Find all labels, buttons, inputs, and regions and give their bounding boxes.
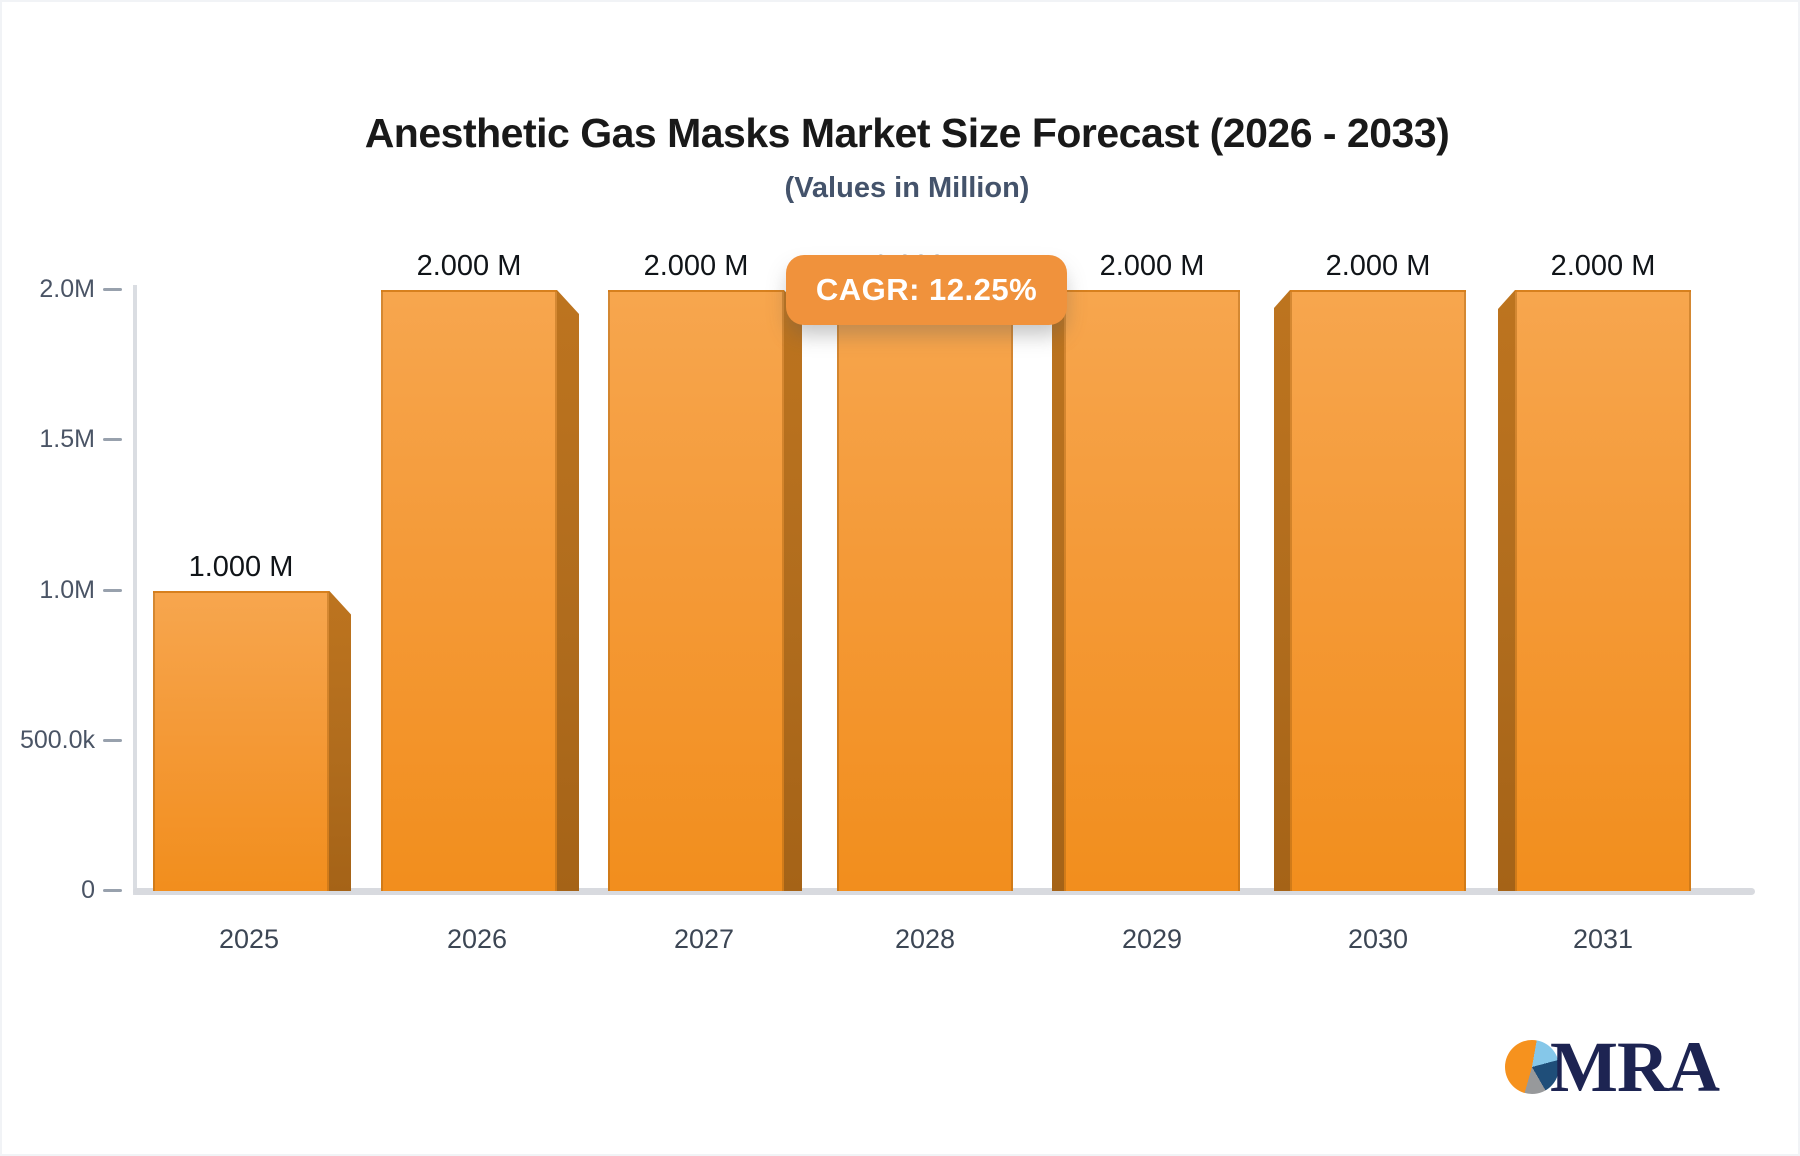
bar-value-label-2027: 2.000 M — [643, 250, 749, 282]
bar-2031 — [1515, 290, 1691, 891]
y-axis-line — [133, 285, 137, 895]
chart-subtitle: (Values in Million) — [784, 172, 1030, 204]
bar-value-label-2029: 2.000 M — [1099, 250, 1205, 282]
bar-value-label-2026: 2.000 M — [416, 250, 522, 282]
cagr-badge-label: CAGR: 12.25% — [815, 272, 1038, 307]
bar-side-face-2026 — [557, 290, 579, 891]
bar-2030 — [1290, 290, 1466, 891]
bar-value-label-2025: 1.000 M — [188, 550, 294, 583]
pie-chart-logo-icon — [1505, 1040, 1559, 1094]
x-tick-label-2027: 2027 — [673, 924, 735, 954]
bar-2027 — [608, 290, 784, 891]
y-tick-label-1.0M: 1.0M — [39, 575, 95, 604]
y-tick-label-500.0k: 500.0k — [19, 725, 95, 754]
bar-value-label-2030: 2.000 M — [1325, 250, 1431, 282]
cagr-badge: CAGR: 12.25% — [786, 255, 1067, 325]
bar-side-face-2025 — [329, 590, 351, 891]
x-tick-label-2030: 2030 — [1347, 924, 1409, 954]
bar-side-face-2029 — [1052, 290, 1064, 891]
y-tick-label-1.5M: 1.5M — [39, 425, 95, 454]
bar-2028 — [837, 290, 1013, 891]
bar-2029 — [1064, 290, 1240, 891]
x-tick-label-2028: 2028 — [894, 924, 956, 954]
bar-2026 — [381, 290, 557, 891]
bar-value-label-2031: 2.000 M — [1550, 250, 1656, 282]
x-axis-baseline — [133, 888, 1755, 895]
y-tick-mark — [103, 288, 122, 291]
y-tick-mark — [103, 588, 122, 592]
bar-side-face-2027 — [784, 290, 802, 891]
bar-side-face-2030 — [1274, 290, 1290, 891]
y-tick-mark — [103, 889, 122, 892]
y-tick-label-0: 0 — [81, 876, 95, 904]
chart-title: Anesthetic Gas Masks Market Size Forecas… — [364, 110, 1450, 156]
x-tick-label-2031: 2031 — [1572, 924, 1634, 954]
x-tick-label-2029: 2029 — [1121, 924, 1183, 954]
y-tick-mark — [103, 738, 122, 742]
bar-side-face-2031 — [1498, 290, 1515, 891]
brand-logo: MRA — [1505, 1027, 1720, 1107]
logo-text: MRA — [1550, 1027, 1720, 1107]
bar-2025 — [153, 590, 329, 891]
x-tick-label-2025: 2025 — [218, 924, 280, 954]
y-tick-mark — [103, 438, 122, 442]
x-tick-label-2026: 2026 — [446, 924, 508, 954]
y-tick-label-2.0M: 2.0M — [39, 275, 95, 303]
